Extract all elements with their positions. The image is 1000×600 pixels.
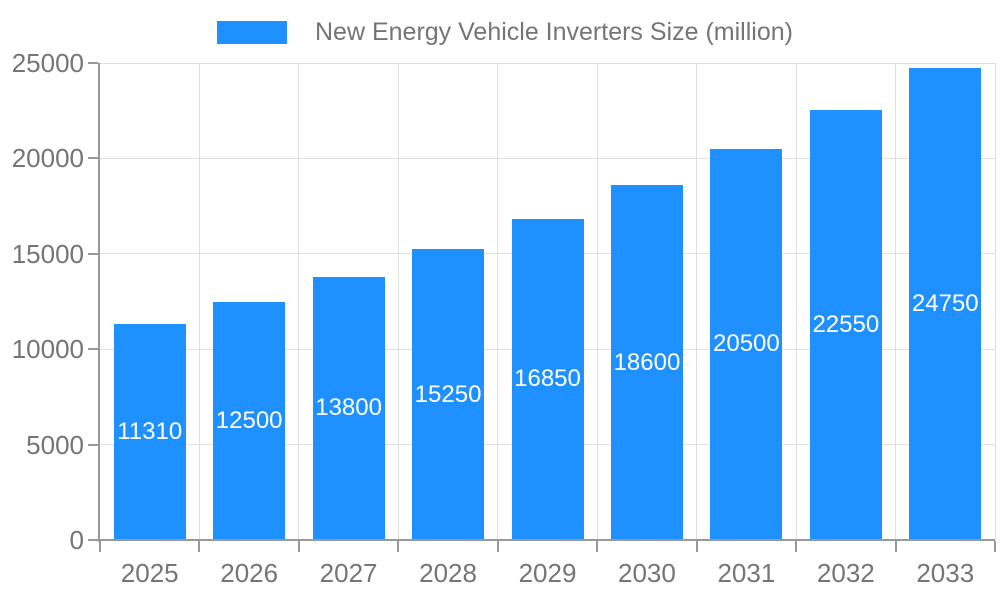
x-axis-line [98, 539, 995, 541]
gridline-vertical [397, 63, 399, 540]
bar-value-label: 12500 [215, 406, 283, 434]
gridline-vertical [596, 63, 598, 540]
x-axis-tick [397, 541, 400, 552]
x-tick-label: 2029 [518, 558, 577, 588]
y-tick-label: 25000 [11, 48, 84, 78]
y-tick-label: 15000 [11, 238, 84, 269]
y-axis-tick [88, 252, 98, 255]
bar-value-label: 16850 [514, 365, 581, 393]
y-axis-tick [88, 348, 98, 351]
x-axis-tick [496, 541, 499, 552]
bar-value-label: 22550 [812, 310, 880, 338]
bar-value-label: 13800 [315, 394, 382, 422]
y-tick-label: 0 [69, 525, 84, 555]
x-axis-tick [198, 541, 201, 552]
bar: 16850 [511, 218, 584, 540]
y-tick-label: 20000 [11, 143, 84, 174]
y-axis-tick [88, 157, 98, 160]
gridline-vertical [497, 63, 499, 540]
bar: 11310 [113, 324, 186, 540]
bar: 12500 [213, 301, 286, 540]
x-axis-tick [894, 541, 897, 552]
x-axis-tick [795, 541, 798, 552]
x-tick-label: 2028 [419, 558, 477, 588]
legend-label: New Energy Vehicle Inverters Size (milli… [315, 18, 793, 46]
bar: 13800 [312, 276, 385, 540]
x-tick-label: 2025 [120, 558, 179, 588]
x-axis-tick [994, 541, 996, 552]
gridline-vertical [795, 63, 797, 540]
bar-value-label: 20500 [713, 330, 780, 358]
x-tick-label: 2031 [717, 558, 776, 588]
y-tick-label: 5000 [26, 429, 84, 460]
legend[interactable]: New Energy Vehicle Inverters Size (milli… [217, 18, 793, 47]
x-tick-label: 2030 [618, 558, 676, 588]
gridline-vertical [895, 63, 897, 540]
bar: 24750 [909, 67, 982, 540]
x-tick-label: 2027 [319, 558, 378, 588]
x-axis-tick [297, 541, 300, 552]
x-tick-label: 2033 [916, 558, 975, 588]
gridline-horizontal [100, 157, 995, 159]
bar: 18600 [610, 185, 683, 540]
x-tick-label: 2032 [816, 558, 875, 588]
x-axis-tick [596, 541, 599, 552]
gridline-vertical [198, 63, 200, 540]
bar: 22550 [809, 109, 882, 540]
bar-value-label: 11310 [117, 418, 183, 446]
x-tick-label: 2026 [220, 558, 279, 588]
bar: 15250 [412, 249, 485, 540]
gridline-horizontal [100, 62, 995, 64]
bar-value-label: 18600 [613, 348, 681, 376]
gridline-vertical [696, 63, 698, 540]
x-axis-tick [695, 541, 698, 552]
y-axis-tick [88, 443, 98, 446]
gridline-vertical [994, 63, 996, 540]
y-axis-line [98, 63, 100, 542]
y-axis-tick [88, 539, 98, 541]
bar-value-label: 24750 [911, 289, 979, 317]
y-axis-tick [88, 62, 98, 64]
y-tick-label: 10000 [11, 334, 84, 365]
bar: 20500 [710, 148, 783, 540]
x-axis-tick [99, 541, 101, 552]
legend-swatch [217, 21, 287, 44]
gridline-vertical [298, 63, 300, 540]
bar-value-label: 15250 [414, 380, 482, 408]
